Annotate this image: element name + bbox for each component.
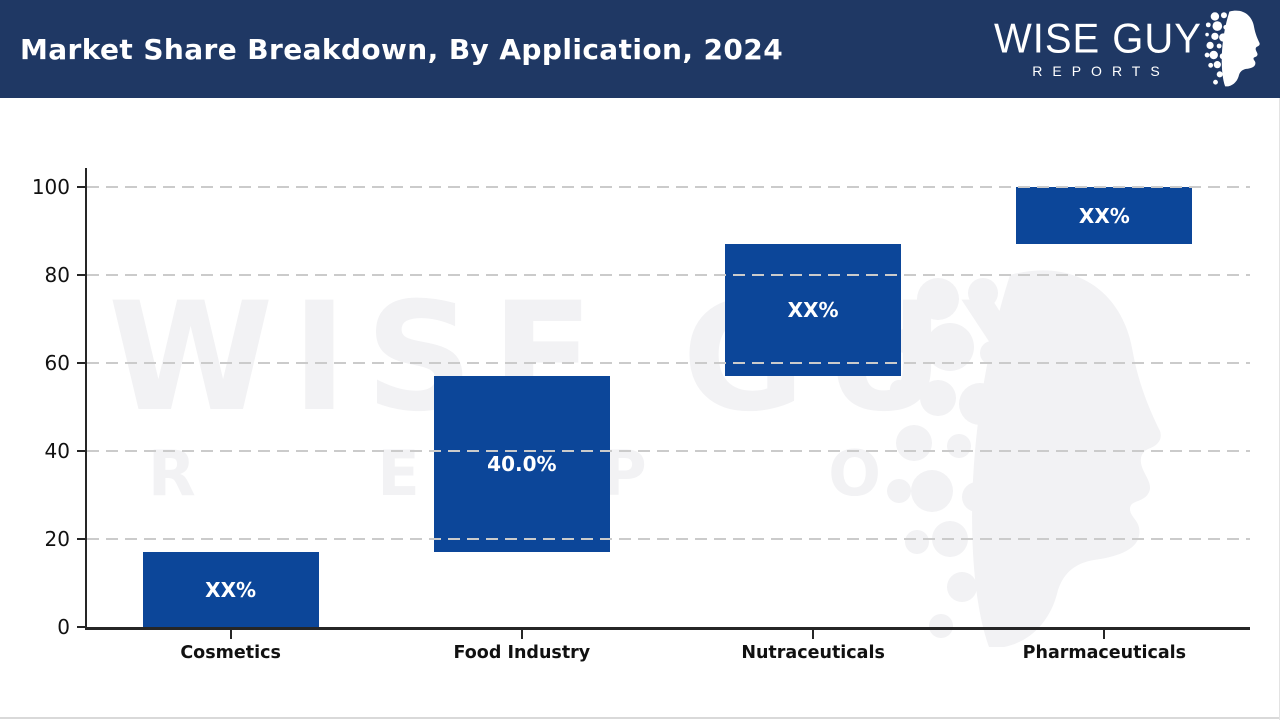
y-tick-label-40: 40 bbox=[44, 439, 70, 463]
y-tick-mark-0 bbox=[77, 626, 85, 628]
header-bar: Market Share Breakdown, By Application, … bbox=[0, 0, 1280, 98]
x-category-label-nutraceuticals: Nutraceuticals bbox=[741, 643, 885, 663]
logo-wordmark: WISE GUY REPORTS bbox=[993, 15, 1202, 79]
y-tick-label-80: 80 bbox=[44, 263, 70, 287]
x-tick-mark-4 bbox=[1103, 630, 1106, 639]
watermark-face-icon bbox=[887, 270, 1161, 647]
logo-line2: REPORTS bbox=[1032, 63, 1170, 79]
bar-value-label: XX% bbox=[205, 577, 257, 602]
y-axis-line bbox=[85, 168, 87, 629]
watermark-text: WISE GUY R E P O R T S bbox=[108, 271, 1280, 511]
x-tick-mark-3 bbox=[812, 630, 815, 639]
watermark-line2: R E P O R T S bbox=[148, 437, 1280, 510]
gridline-y40 bbox=[87, 450, 1250, 452]
gridline-y80 bbox=[87, 274, 1250, 276]
y-tick-mark-60 bbox=[77, 362, 85, 364]
watermark-line1: WISE GUY bbox=[108, 271, 1090, 445]
x-tick-mark-2 bbox=[520, 630, 523, 639]
y-tick-label-0: 0 bbox=[57, 615, 70, 639]
bar-value-label: 40.0% bbox=[487, 452, 557, 477]
x-tick-mark-1 bbox=[229, 630, 232, 639]
y-tick-mark-40 bbox=[77, 450, 85, 452]
y-tick-mark-20 bbox=[77, 538, 85, 540]
x-category-label-pharmaceuticals: Pharmaceuticals bbox=[1022, 643, 1187, 663]
y-tick-label-100: 100 bbox=[31, 175, 70, 199]
x-axis-line bbox=[85, 627, 1250, 630]
page-title: Market Share Breakdown, By Application, … bbox=[20, 32, 784, 66]
gridline-y20 bbox=[87, 538, 1250, 540]
y-tick-mark-80 bbox=[77, 274, 85, 276]
x-category-label-cosmetics: Cosmetics bbox=[180, 643, 281, 663]
bottom-divider bbox=[0, 717, 1280, 719]
bar-value-label: XX% bbox=[1078, 203, 1130, 228]
y-tick-mark-100 bbox=[77, 186, 85, 188]
bar-nutraceuticals: XX% bbox=[725, 244, 902, 377]
bar-cosmetics: XX% bbox=[142, 552, 319, 627]
waterfall-chart: WISE GUY R E P O R T S XX% 40.0% XX% XX% 0 2… bbox=[0, 98, 1280, 720]
y-tick-label-20: 20 bbox=[44, 527, 70, 551]
bar-pharmaceuticals: XX% bbox=[1016, 187, 1193, 245]
bar-value-label: XX% bbox=[787, 298, 839, 323]
gridline-y100 bbox=[87, 186, 1250, 188]
logo-face-icon bbox=[1204, 10, 1260, 87]
logo-line1: WISE GUY bbox=[993, 15, 1202, 63]
gridline-y60 bbox=[87, 362, 1250, 364]
x-category-label-food-industry: Food Industry bbox=[453, 643, 591, 663]
bar-food-industry: 40.0% bbox=[433, 376, 610, 553]
y-tick-label-60: 60 bbox=[44, 351, 70, 375]
wise-guy-logo: WISE GUY REPORTS bbox=[994, 0, 1266, 98]
